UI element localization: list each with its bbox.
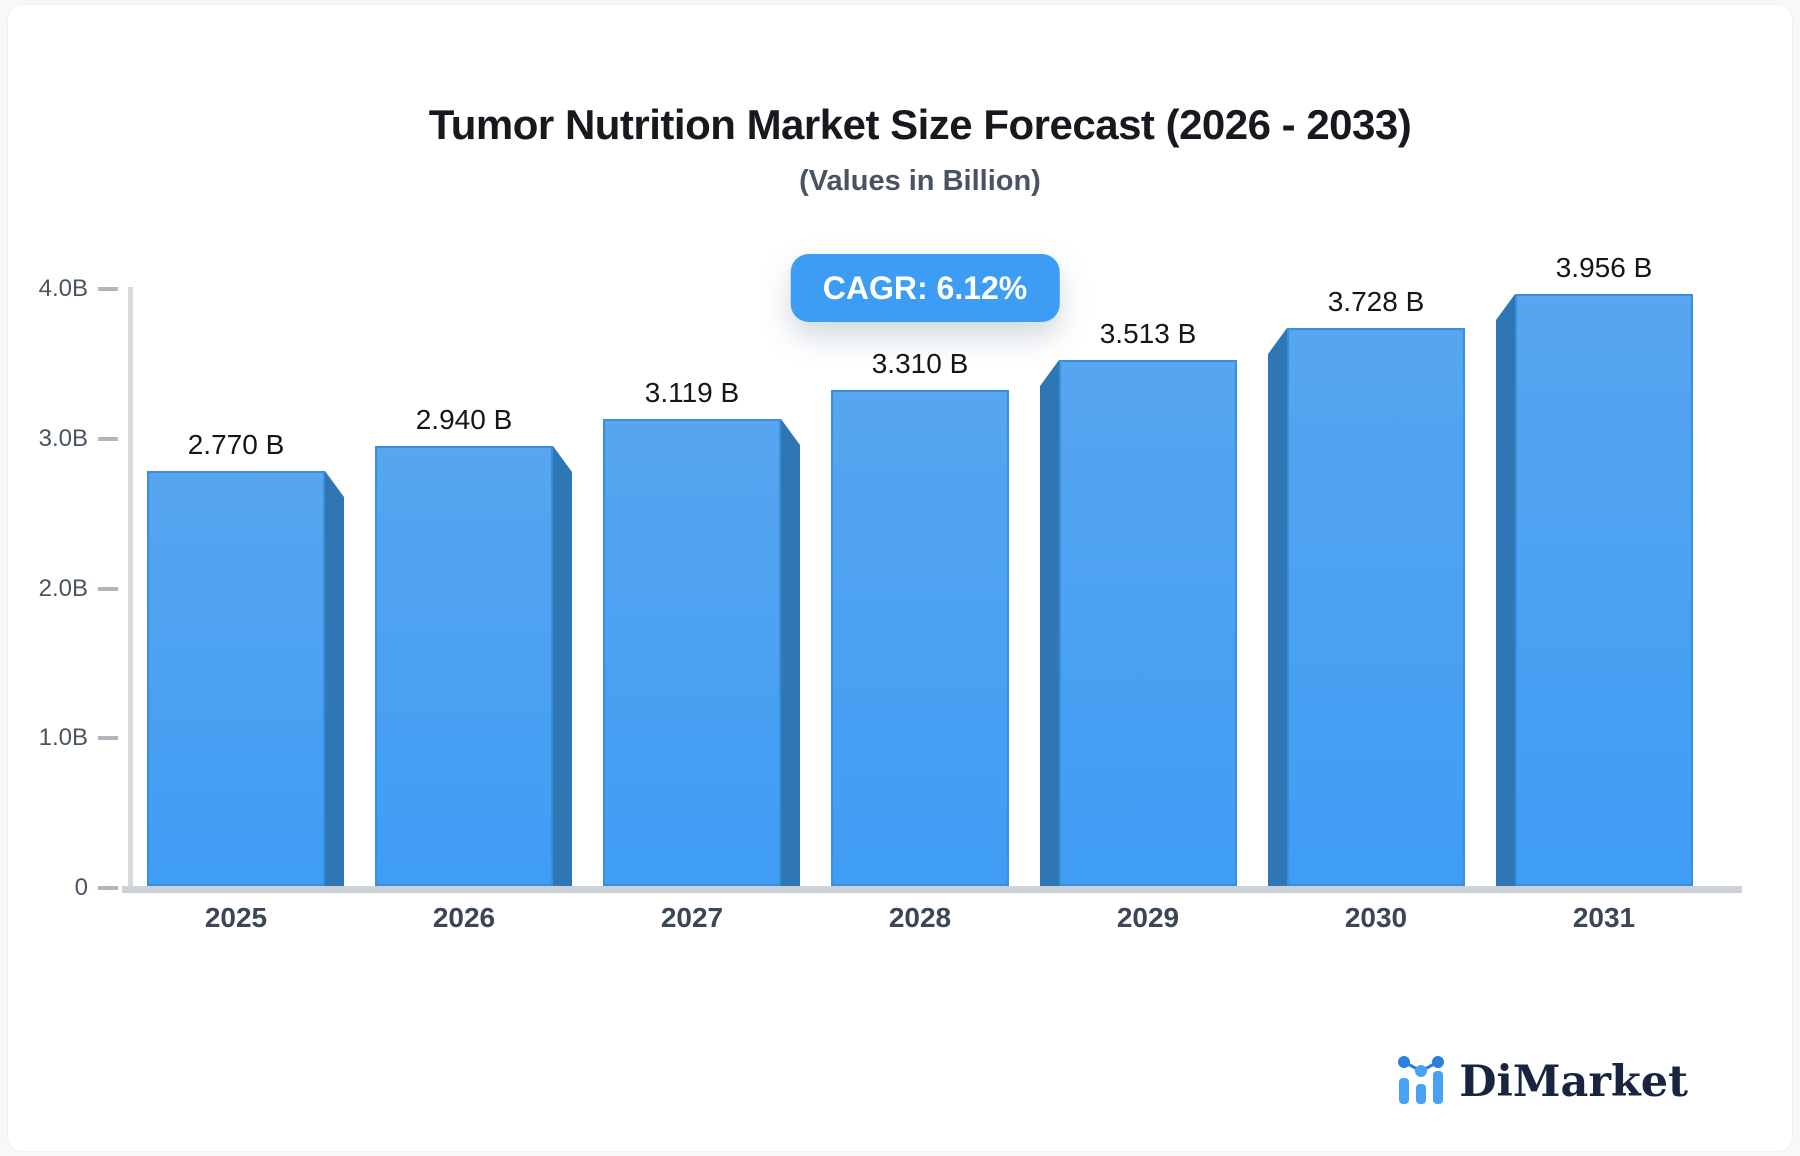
bar-2027 [603,419,781,886]
x-axis-label: 2027 [660,902,724,933]
brand-logo: DiMarket [1397,1054,1688,1106]
bar-value-label: 2.940 B [415,404,513,435]
bar-3d-side [1040,360,1059,886]
dimarket-logo-icon [1398,1056,1445,1104]
y-axis-label: 0 [74,874,88,901]
x-axis-baseline [122,886,1742,893]
bar-2025 [147,471,325,886]
brand-name: DiMarket [1459,1057,1688,1107]
bar-2028 [831,390,1009,886]
x-axis-label: 2025 [204,902,268,933]
y-axis-label: 3.0B [38,424,88,452]
y-axis-tick [98,287,118,291]
cagr-badge: CAGR: 6.12% [790,254,1060,322]
bar-2029 [1059,360,1237,886]
y-axis-label: 4.0B [38,275,88,302]
y-axis-tick [98,736,118,741]
x-axis-label: 2030 [1344,902,1408,933]
y-axis-label: 2.0B [38,574,88,602]
bar-value-label: 3.728 B [1327,286,1425,317]
bar-value-label: 3.310 B [871,348,969,379]
bar-3d-side [1496,294,1515,886]
x-axis-label: 2029 [1116,902,1180,933]
chart-title: Tumor Nutrition Market Size Forecast (20… [428,101,1412,148]
bar-3d-side [1268,328,1287,886]
bar-3d-side [325,471,344,886]
bar-value-label: 3.119 B [644,377,740,408]
chart-subtitle: (Values in Billion) [799,165,1041,197]
y-axis-label: 1.0B [38,724,88,752]
bar-3d-side [553,446,572,886]
bar-2031 [1515,294,1693,886]
y-axis-tick [98,586,118,591]
x-axis-label: 2031 [1572,902,1636,933]
bar-value-label: 2.770 B [187,429,285,460]
y-axis-tick [98,886,118,890]
bar-value-label: 3.956 B [1555,252,1653,283]
y-axis-line [128,287,133,887]
bar-2030 [1287,328,1465,886]
y-axis-tick [98,436,118,441]
bar-value-label: 3.513 B [1099,318,1197,349]
x-axis-label: 2028 [888,902,952,933]
x-axis-label: 2026 [432,902,496,933]
bar-3d-side [781,419,800,886]
bar-2026 [375,446,553,886]
